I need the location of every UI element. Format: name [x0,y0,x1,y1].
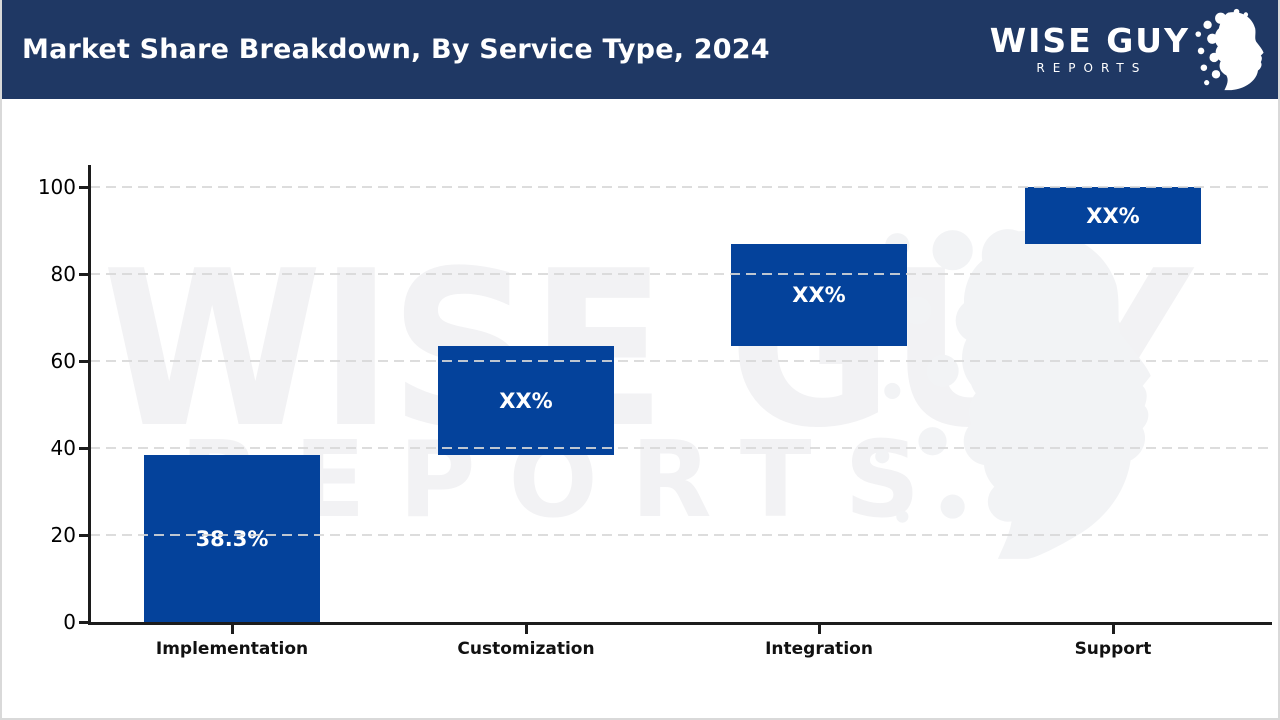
y-tick-label: 80 [50,262,76,286]
gridline-60 [90,360,1272,362]
x-axis-label-integration: Integration [765,639,873,659]
y-tick-mark [79,186,89,189]
x-axis-spine [88,622,1272,625]
bar-customization: XX% [438,346,614,455]
bar-implementation: 38.3% [144,455,320,622]
bar-support: XX% [1025,187,1201,244]
bar-integration: XX% [731,244,907,346]
y-tick-mark [79,621,89,624]
x-tick-mark [525,625,528,634]
brand-subtitle: REPORTS [1036,60,1148,75]
brand-logo: WISE GUY REPORTS [990,8,1268,92]
y-tick-label: 40 [50,436,76,460]
y-tick-mark [79,273,89,276]
y-tick-mark [79,447,89,450]
gridline-100 [90,186,1272,188]
x-tick-mark [818,625,821,634]
y-tick-label: 60 [50,349,76,373]
y-tick-label: 0 [63,610,76,634]
y-tick-label: 100 [37,175,76,199]
x-tick-mark [1112,625,1115,634]
brand-head-icon [1195,8,1264,90]
y-tick-label: 20 [50,523,76,547]
bar-value-label: XX% [499,388,553,413]
y-tick-mark [79,360,89,363]
bar-value-label: 38.3% [195,526,269,551]
header-bar: Market Share Breakdown, By Service Type,… [2,0,1278,99]
x-axis-label-support: Support [1074,639,1152,659]
x-tick-mark [231,625,234,634]
gridline-20 [90,534,1272,536]
chart-title: Market Share Breakdown, By Service Type,… [22,34,770,65]
brand-logo-text: WISE GUY REPORTS [990,24,1190,75]
y-tick-mark [79,534,89,537]
bar-value-label: XX% [792,283,846,307]
y-axis-spine [88,165,91,625]
bar-value-label: XX% [1086,203,1140,228]
gridline-80 [90,273,1272,275]
x-axis-label-implementation: Implementation [155,639,309,659]
x-axis-label-customization: Customization [457,639,595,659]
gridline-40 [90,447,1272,449]
brand-name: WISE GUY [989,21,1190,61]
